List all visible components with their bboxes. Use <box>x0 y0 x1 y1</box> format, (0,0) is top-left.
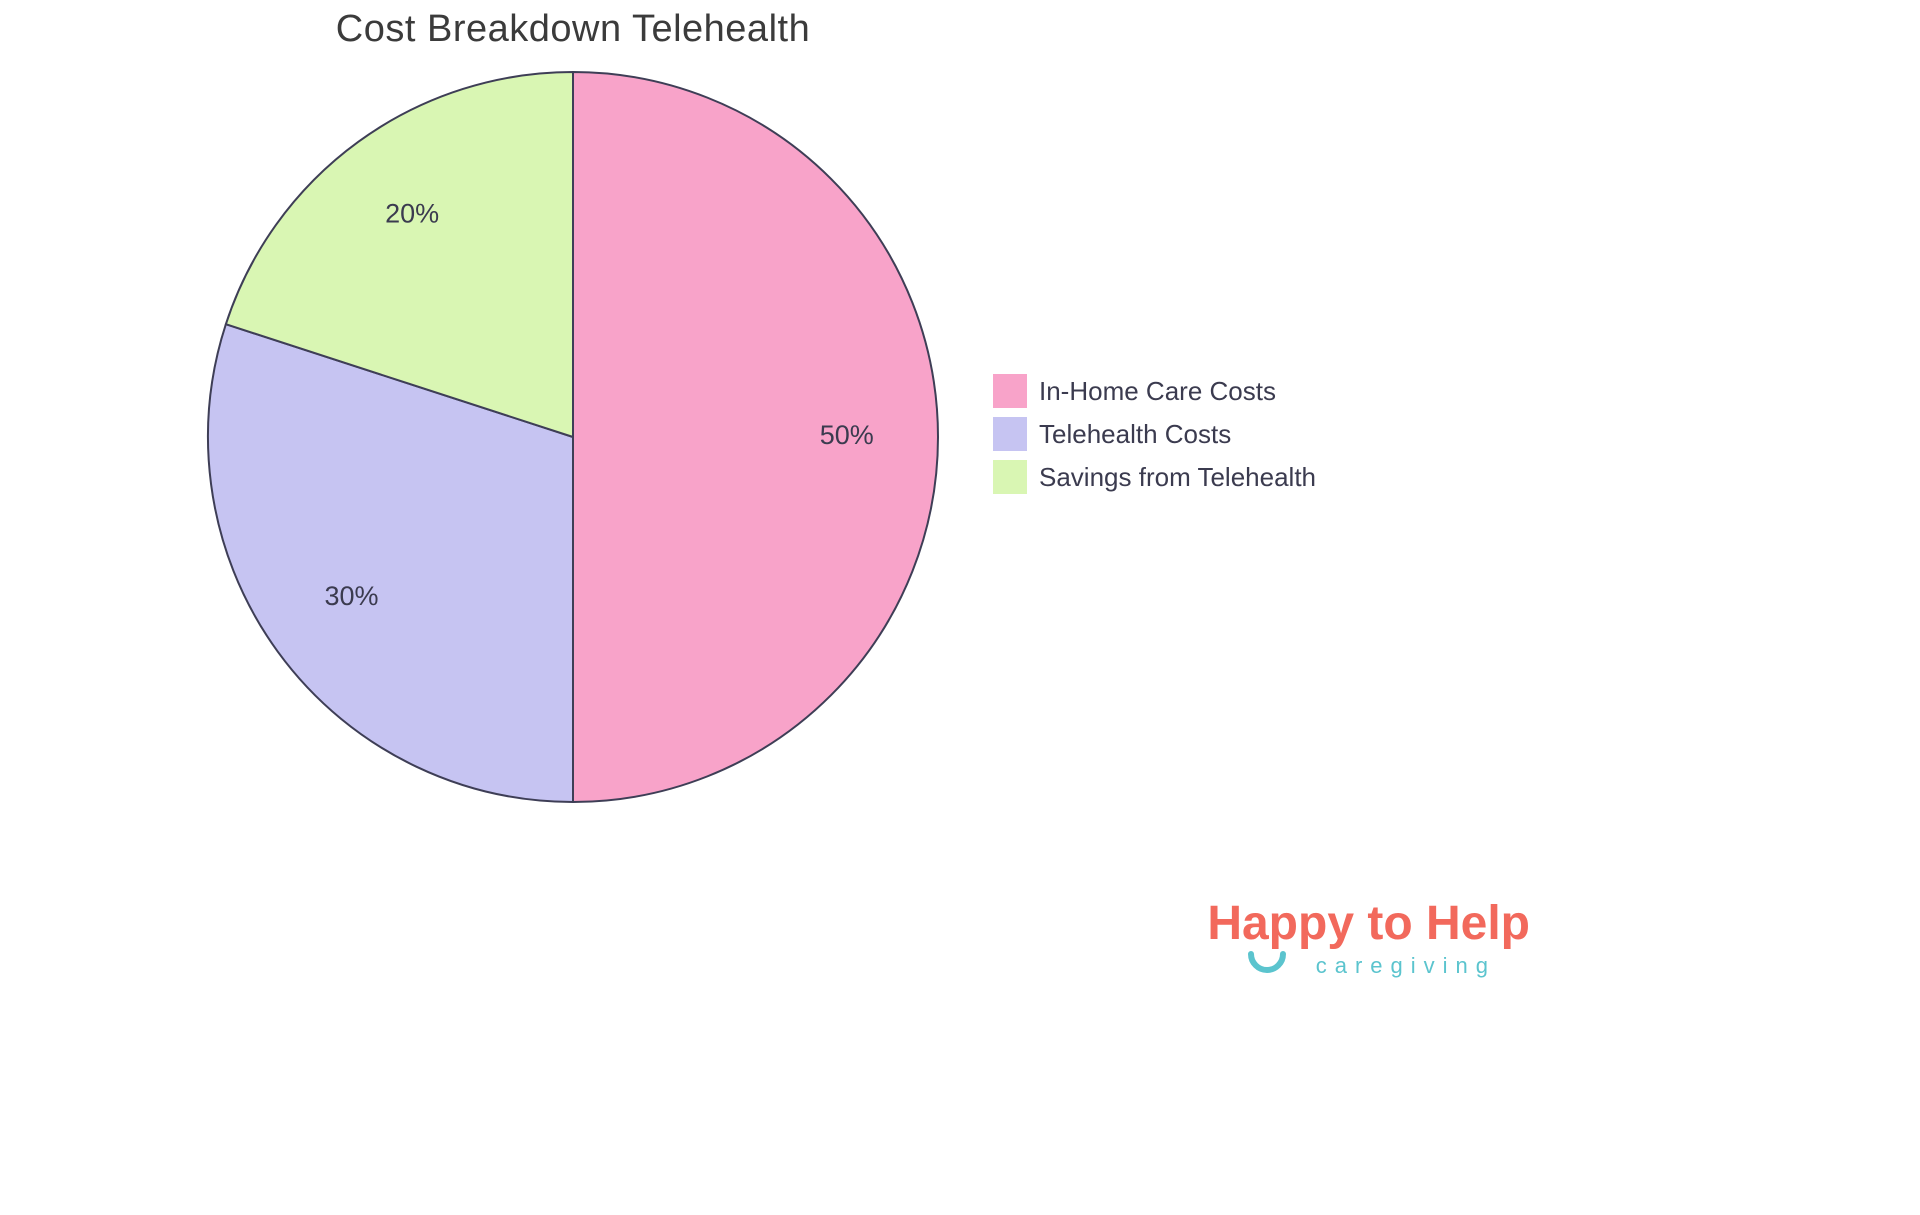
brand-wordmark: Happy to Help <box>1207 897 1530 950</box>
legend-label: In-Home Care Costs <box>1039 375 1276 406</box>
chart-title: Cost Breakdown Telehealth <box>335 8 811 50</box>
legend-label: Savings from Telehealth <box>1039 461 1317 492</box>
brand-tagline: caregiving <box>1315 952 1496 978</box>
legend-label: Telehealth Costs <box>1039 418 1232 449</box>
pie-slice-savings-from-telehealth[interactable] <box>224 71 574 438</box>
legend-swatch-green <box>993 460 1027 494</box>
legend-swatch-pink <box>993 374 1027 408</box>
pie-slice-telehealth-costs[interactable] <box>207 323 574 803</box>
legend-item-telehealth-costs[interactable]: Telehealth Costs <box>993 417 1316 451</box>
brand-logo: Happy to Help caregiving <box>1150 897 1530 979</box>
smile-icon <box>1248 951 1286 973</box>
legend-item-savings-from-telehealth[interactable]: Savings from Telehealth <box>993 460 1316 494</box>
pie-chart: 50% 30% 20% <box>207 71 939 803</box>
legend-item-in-home-care-costs[interactable]: In-Home Care Costs <box>993 374 1316 408</box>
legend-swatch-lavender <box>993 417 1027 451</box>
slice-label-30%: 30% <box>324 581 378 611</box>
slice-label-20%: 20% <box>385 199 439 229</box>
slice-label-50%: 50% <box>820 420 874 450</box>
legend: In-Home Care Costs Telehealth Costs Savi… <box>993 374 1316 494</box>
pie-slice-in-home-care-costs[interactable] <box>572 71 939 803</box>
